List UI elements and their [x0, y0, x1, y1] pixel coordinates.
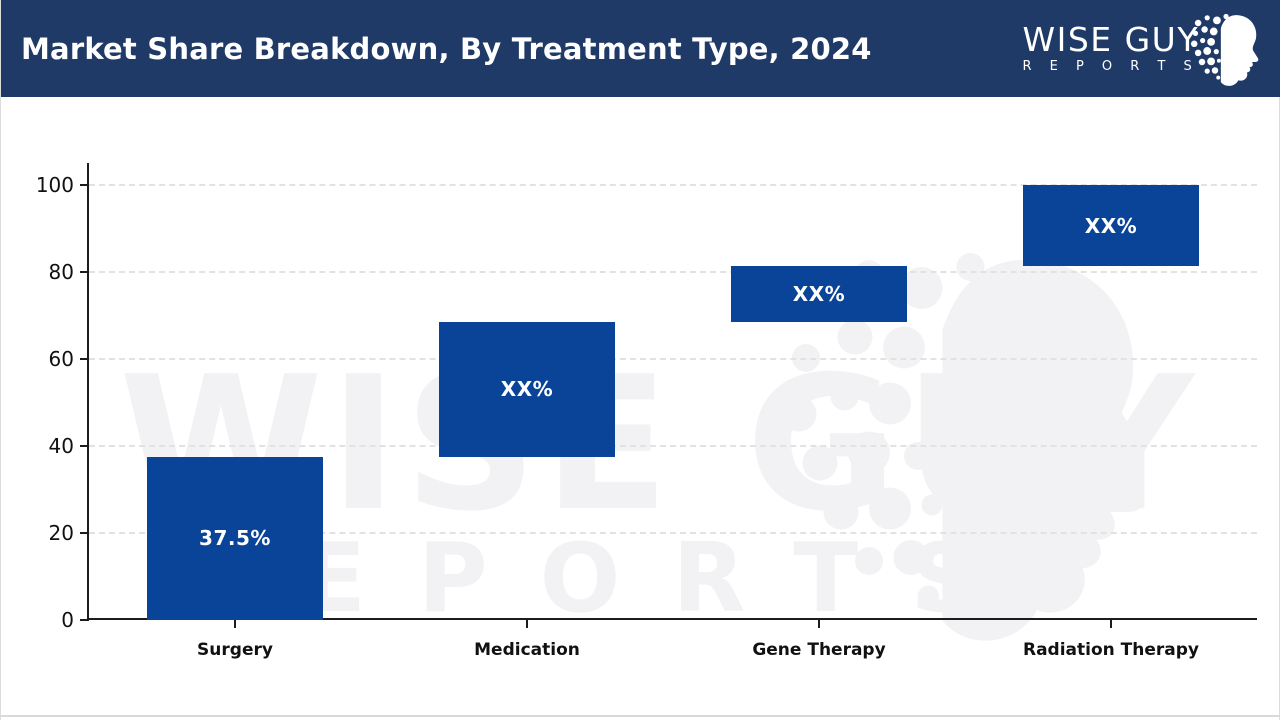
- x-tickmark-2: [818, 620, 820, 628]
- x-category-label: Surgery: [197, 640, 273, 660]
- bar-value-label: XX%: [500, 377, 554, 402]
- bar-value-label: 37.5%: [199, 526, 271, 551]
- gridline-100: [89, 184, 1257, 186]
- y-tick-label-0: 0: [61, 608, 74, 632]
- x-tickmark-0: [234, 620, 236, 628]
- wise-guy-logo: WISE GUY R E P O R T S: [1022, 7, 1280, 91]
- bar-gene-therapy: XX%: [731, 266, 907, 323]
- x-tickmark-3: [1110, 620, 1112, 628]
- y-tickmark-60: [80, 358, 89, 360]
- y-tickmark-0: [80, 619, 89, 621]
- y-tick-label-100: 100: [35, 173, 74, 197]
- x-category-label: Gene Therapy: [752, 640, 886, 660]
- bar-surgery: 37.5%: [147, 456, 323, 620]
- logo-wiseguy-label: WISE GUY: [1022, 20, 1199, 59]
- bottom-divider: [1, 715, 1280, 717]
- logo-face-icon: [1190, 13, 1259, 86]
- logo-text: WISE GUY R E P O R T S: [1022, 23, 1199, 74]
- gridline-20: [89, 532, 1257, 534]
- y-tickmark-20: [80, 532, 89, 534]
- page-title: Market Share Breakdown, By Treatment Typ…: [21, 31, 872, 66]
- y-tickmark-80: [80, 271, 89, 273]
- y-tick-label-20: 20: [48, 521, 74, 545]
- x-tickmark-1: [526, 620, 528, 628]
- gridline-80: [89, 271, 1257, 273]
- bar-value-label: XX%: [1084, 213, 1138, 238]
- y-tick-label-80: 80: [48, 260, 74, 284]
- bar-value-label: XX%: [792, 282, 846, 307]
- y-axis-line: [87, 163, 89, 620]
- y-tickmark-40: [80, 445, 89, 447]
- x-category-label: Medication: [474, 640, 580, 660]
- x-category-label: Radiation Therapy: [1022, 640, 1200, 660]
- bar-medication: XX%: [439, 322, 615, 457]
- y-tick-label-40: 40: [48, 434, 74, 458]
- y-tickmark-100: [80, 184, 89, 186]
- y-tick-label-60: 60: [48, 347, 74, 371]
- gridline-60: [89, 358, 1257, 360]
- x-axis-line: [87, 618, 1257, 620]
- gridline-40: [89, 445, 1257, 447]
- logo-reports-label: R E P O R T S: [1022, 59, 1199, 74]
- header-bar: Market Share Breakdown, By Treatment Typ…: [1, 0, 1280, 97]
- bar-radiation-therapy: XX%: [1023, 185, 1199, 267]
